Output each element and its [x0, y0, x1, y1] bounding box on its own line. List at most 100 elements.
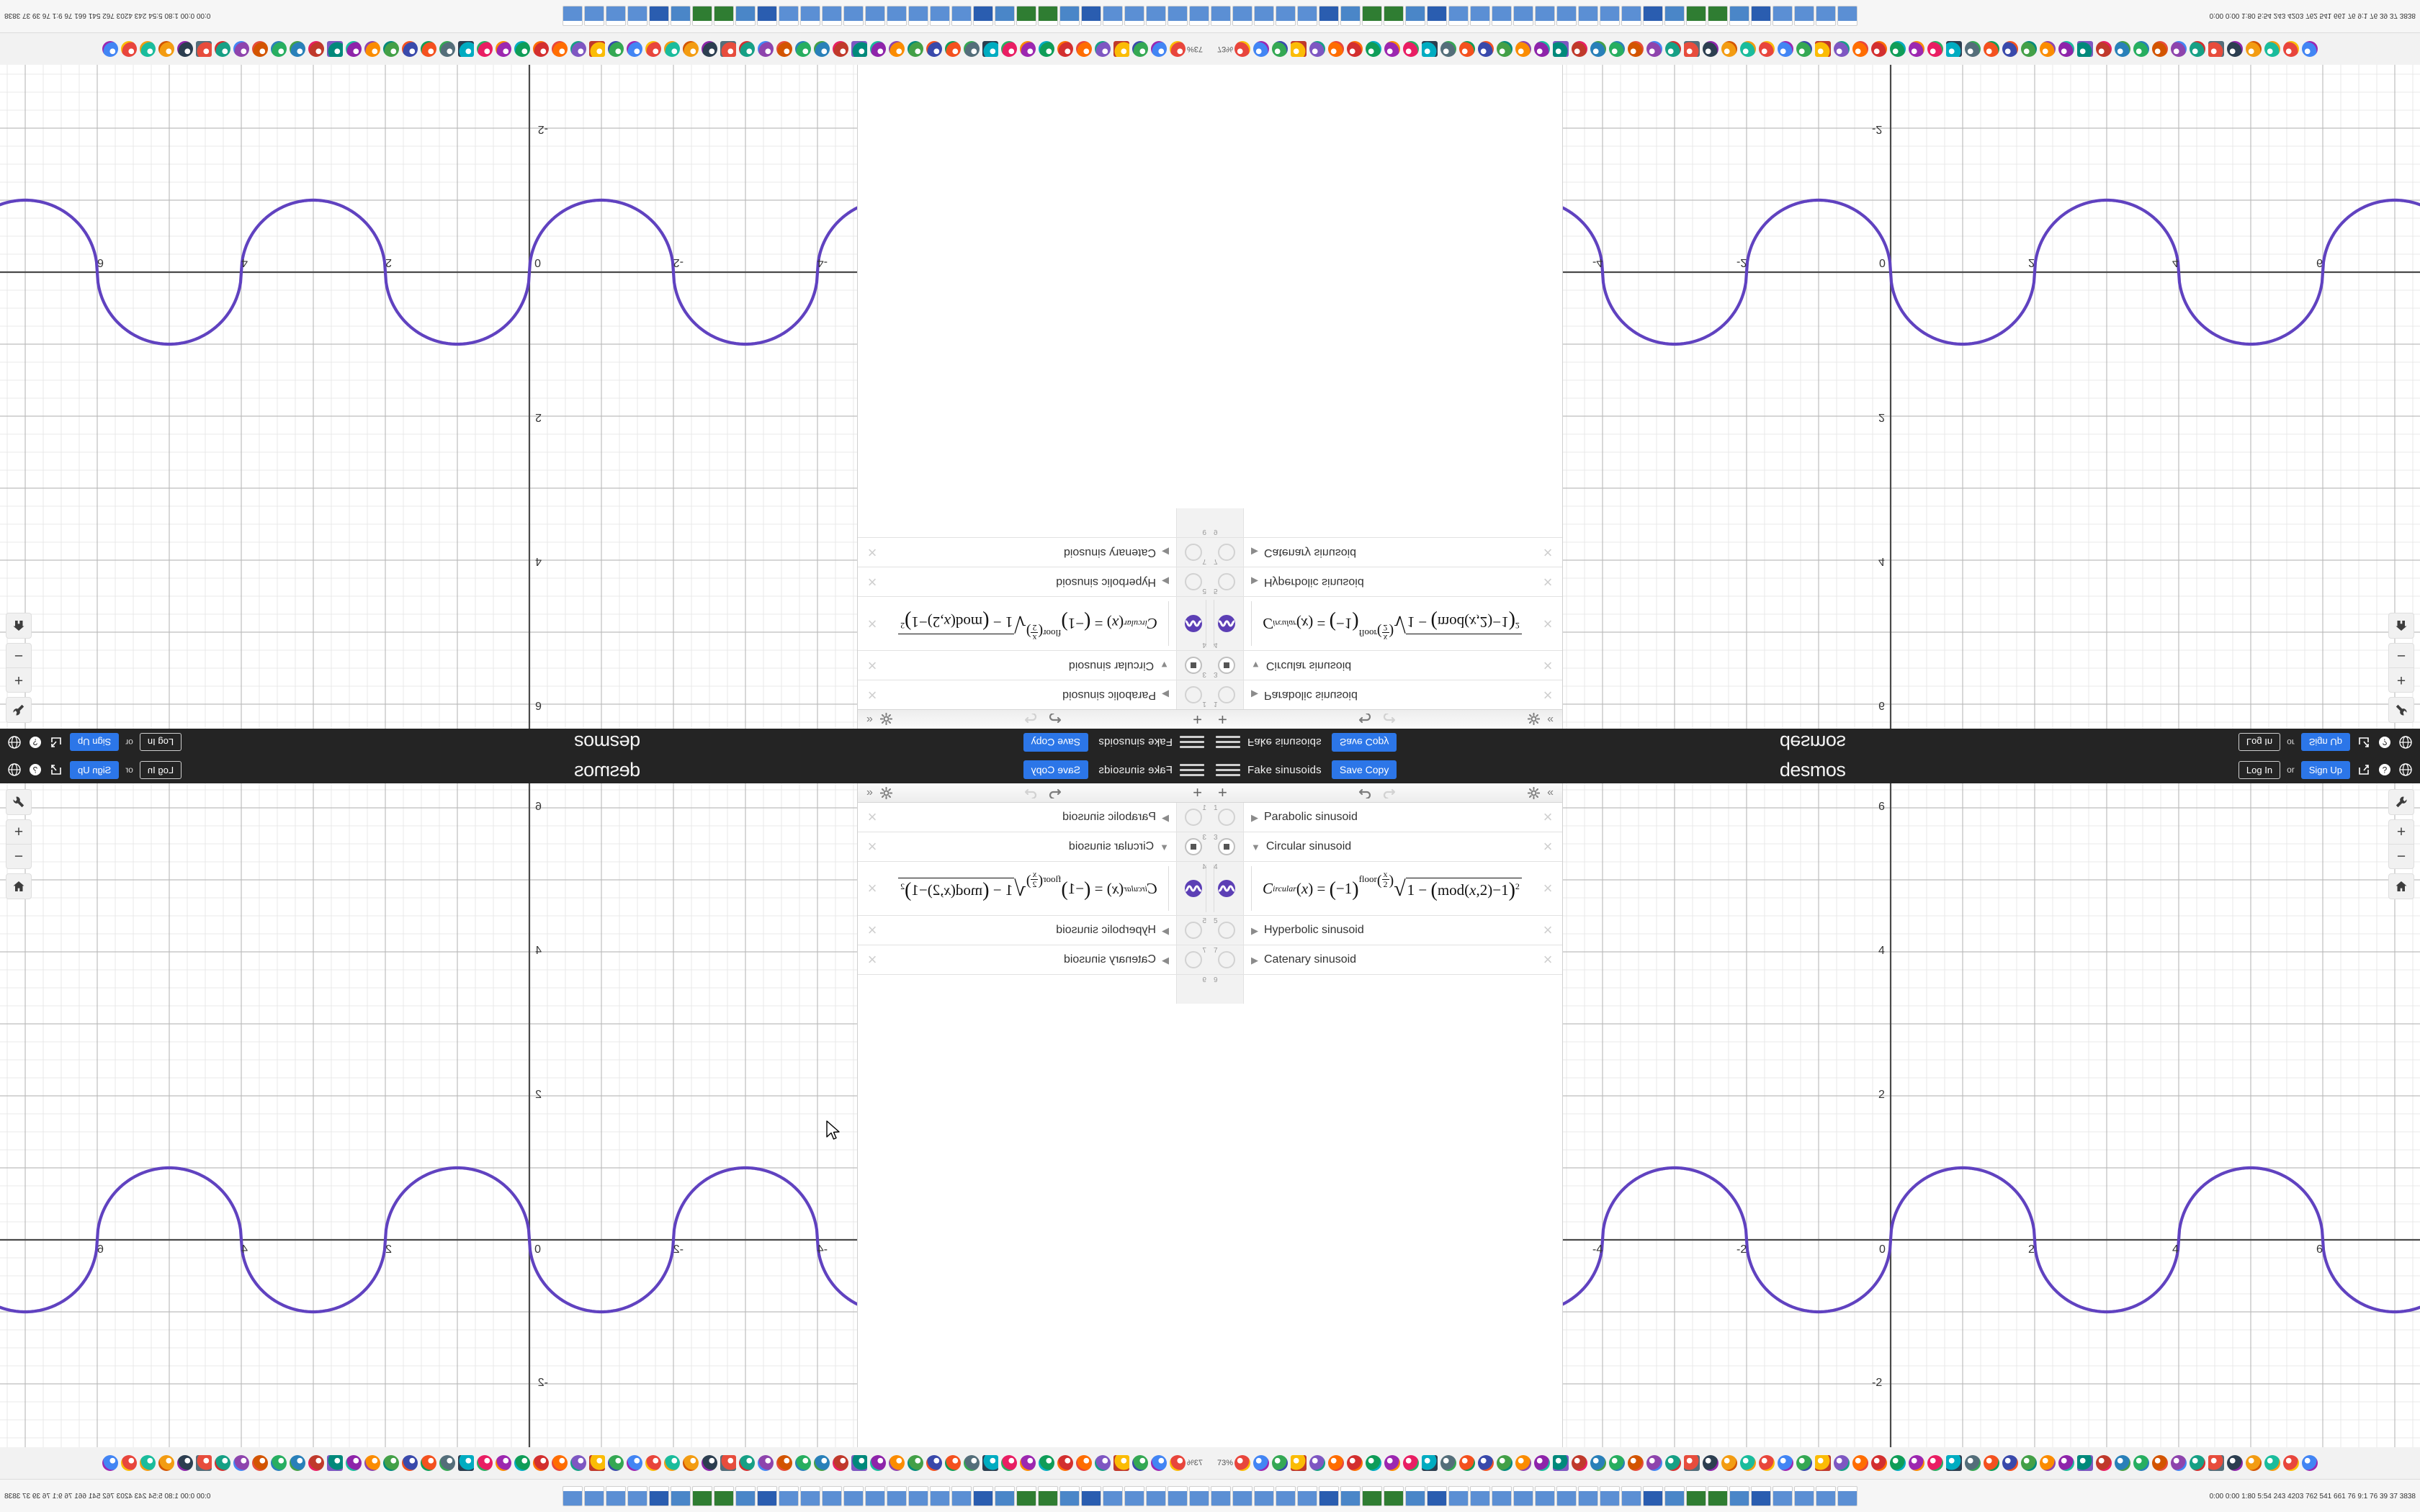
- browser-extension-icon[interactable]: [1965, 1455, 1981, 1471]
- browser-extension-icon[interactable]: [1150, 41, 1167, 57]
- browser-extension-icon[interactable]: [214, 1455, 230, 1471]
- globe-icon[interactable]: [2398, 735, 2413, 750]
- taskbar-window-icon[interactable]: [843, 6, 864, 26]
- browser-extension-icon[interactable]: [738, 41, 755, 57]
- browser-extension-icon[interactable]: [982, 1455, 998, 1471]
- taskbar-window-icon[interactable]: [1751, 6, 1771, 26]
- browser-extension-icon[interactable]: [270, 41, 287, 57]
- taskbar-window-icon[interactable]: [1038, 6, 1058, 26]
- redo-icon[interactable]: [1377, 787, 1400, 798]
- browser-extension-icon[interactable]: [1871, 41, 1888, 57]
- browser-extension-icon[interactable]: [514, 1455, 530, 1471]
- share-icon[interactable]: [49, 762, 63, 777]
- taskbar-window-icon[interactable]: [1016, 6, 1036, 26]
- expression-content[interactable]: ▶ Parabolic sinusoid: [1244, 803, 1533, 832]
- folder-toggle-bullet[interactable]: [1185, 838, 1202, 855]
- folder-label[interactable]: Hyperbolic sinusoid: [1056, 576, 1156, 588]
- chevron-right-icon[interactable]: ▶: [1251, 546, 1258, 558]
- browser-extension-icon[interactable]: [1721, 41, 1738, 57]
- taskbar-window-icon[interactable]: [1189, 6, 1209, 26]
- browser-extension-icon[interactable]: [907, 1455, 923, 1471]
- taskbar-window-icon[interactable]: [606, 1486, 626, 1506]
- taskbar-window-icon[interactable]: [1578, 6, 1598, 26]
- browser-extension-icon[interactable]: [2227, 41, 2244, 57]
- graph-settings-wrench-button[interactable]: [6, 697, 32, 723]
- browser-extension-icon[interactable]: [233, 41, 249, 57]
- zoom-out-button[interactable]: −: [6, 844, 31, 868]
- redo-icon[interactable]: [1020, 714, 1043, 725]
- browser-extension-icon[interactable]: [1759, 1455, 1775, 1471]
- browser-extension-icon[interactable]: [2002, 41, 2019, 57]
- folder-label[interactable]: Catenary sinusoid: [1063, 546, 1156, 559]
- taskbar-window-icon[interactable]: [995, 6, 1015, 26]
- browser-extension-icon[interactable]: [2115, 41, 2131, 57]
- browser-extension-icon[interactable]: [1609, 1455, 1626, 1471]
- browser-extension-icon[interactable]: [439, 1455, 455, 1471]
- taskbar-window-icon[interactable]: [757, 1486, 777, 1506]
- browser-extension-icon[interactable]: [1927, 1455, 1944, 1471]
- browser-extension-icon[interactable]: [326, 1455, 343, 1471]
- graph-settings-wrench-button[interactable]: [2388, 789, 2414, 815]
- expression-content[interactable]: ▶ Parabolic sinusoid: [887, 803, 1176, 832]
- browser-extension-icon[interactable]: [139, 1455, 156, 1471]
- browser-extension-icon[interactable]: [2077, 41, 2094, 57]
- close-icon[interactable]: ×: [1543, 686, 1553, 704]
- browser-extension-icon[interactable]: [1169, 1455, 1186, 1471]
- save-copy-button[interactable]: Save Copy: [1023, 760, 1089, 779]
- browser-extension-icon[interactable]: [1721, 1455, 1738, 1471]
- taskbar-window-icon[interactable]: [1686, 6, 1706, 26]
- browser-extension-icon[interactable]: [2283, 41, 2300, 57]
- zoom-in-button[interactable]: +: [2396, 823, 2406, 840]
- browser-extension-icon[interactable]: [2152, 41, 2169, 57]
- folder-label[interactable]: Parabolic sinusoid: [1062, 689, 1156, 701]
- browser-extension-icon[interactable]: [1094, 41, 1111, 57]
- browser-extension-icon[interactable]: [607, 41, 624, 57]
- browser-extension-icon[interactable]: [1927, 41, 1944, 57]
- folder-toggle-bullet[interactable]: [1218, 922, 1235, 939]
- expression-content[interactable]: [1244, 975, 1533, 1004]
- close-icon[interactable]: ×: [1543, 657, 1553, 675]
- taskbar-window-icon[interactable]: [1362, 6, 1382, 26]
- expression-row-hyperbolic[interactable]: 5 ▶ Hyperbolic sinusoid ×: [858, 916, 1210, 945]
- browser-extension-icon[interactable]: [1328, 41, 1345, 57]
- folder-toggle-bullet[interactable]: [1218, 951, 1235, 968]
- browser-extension-icon[interactable]: [1590, 1455, 1607, 1471]
- taskbar-window-icon[interactable]: [1794, 6, 1814, 26]
- browser-extension-icon[interactable]: [1131, 41, 1148, 57]
- close-icon[interactable]: ×: [1543, 573, 1553, 591]
- browser-extension-icon[interactable]: [158, 1455, 174, 1471]
- browser-extension-icon[interactable]: [1234, 41, 1251, 57]
- expression-row-parabolic[interactable]: 1 ▶ Parabolic sinusoid ×: [858, 680, 1210, 709]
- taskbar-window-icon[interactable]: [800, 6, 820, 26]
- taskbar-window-icon[interactable]: [1232, 1486, 1252, 1506]
- expression-content[interactable]: ▶ Catenary sinusoid: [1244, 945, 1533, 974]
- browser-extension-icon[interactable]: [701, 1455, 717, 1471]
- browser-extension-icon[interactable]: [2246, 41, 2262, 57]
- browser-extension-icon[interactable]: [944, 1455, 961, 1471]
- log-in-button[interactable]: Log In: [2238, 760, 2281, 779]
- expression-row-circular-folder[interactable]: 3 ▼ Circular sinusoid ×: [858, 832, 1210, 862]
- browser-extension-icon[interactable]: [420, 1455, 436, 1471]
- taskbar-window-icon[interactable]: [1059, 1486, 1080, 1506]
- browser-extension-icon[interactable]: [1094, 1455, 1111, 1471]
- browser-extension-icon[interactable]: [645, 41, 661, 57]
- browser-extension-icon[interactable]: [514, 41, 530, 57]
- expression-row-catenary[interactable]: 7 ▶ Catenary sinusoid ×: [858, 945, 1210, 975]
- browser-extension-icon[interactable]: [1572, 41, 1588, 57]
- taskbar-window-icon[interactable]: [1578, 1486, 1598, 1506]
- chevron-right-icon[interactable]: ▶: [1162, 954, 1169, 966]
- close-icon[interactable]: ×: [1543, 808, 1553, 826]
- browser-extension-icon[interactable]: [1366, 1455, 1382, 1471]
- browser-extension-icon[interactable]: [2040, 41, 2056, 57]
- taskbar-window-icon[interactable]: [930, 6, 950, 26]
- taskbar-window-icon[interactable]: [649, 6, 669, 26]
- browser-extension-icon[interactable]: [1075, 1455, 1092, 1471]
- chevron-down-icon[interactable]: ▼: [1251, 660, 1260, 671]
- browser-extension-icon[interactable]: [682, 1455, 699, 1471]
- expression-row-empty[interactable]: 9: [858, 508, 1210, 537]
- browser-extension-icon[interactable]: [120, 1455, 137, 1471]
